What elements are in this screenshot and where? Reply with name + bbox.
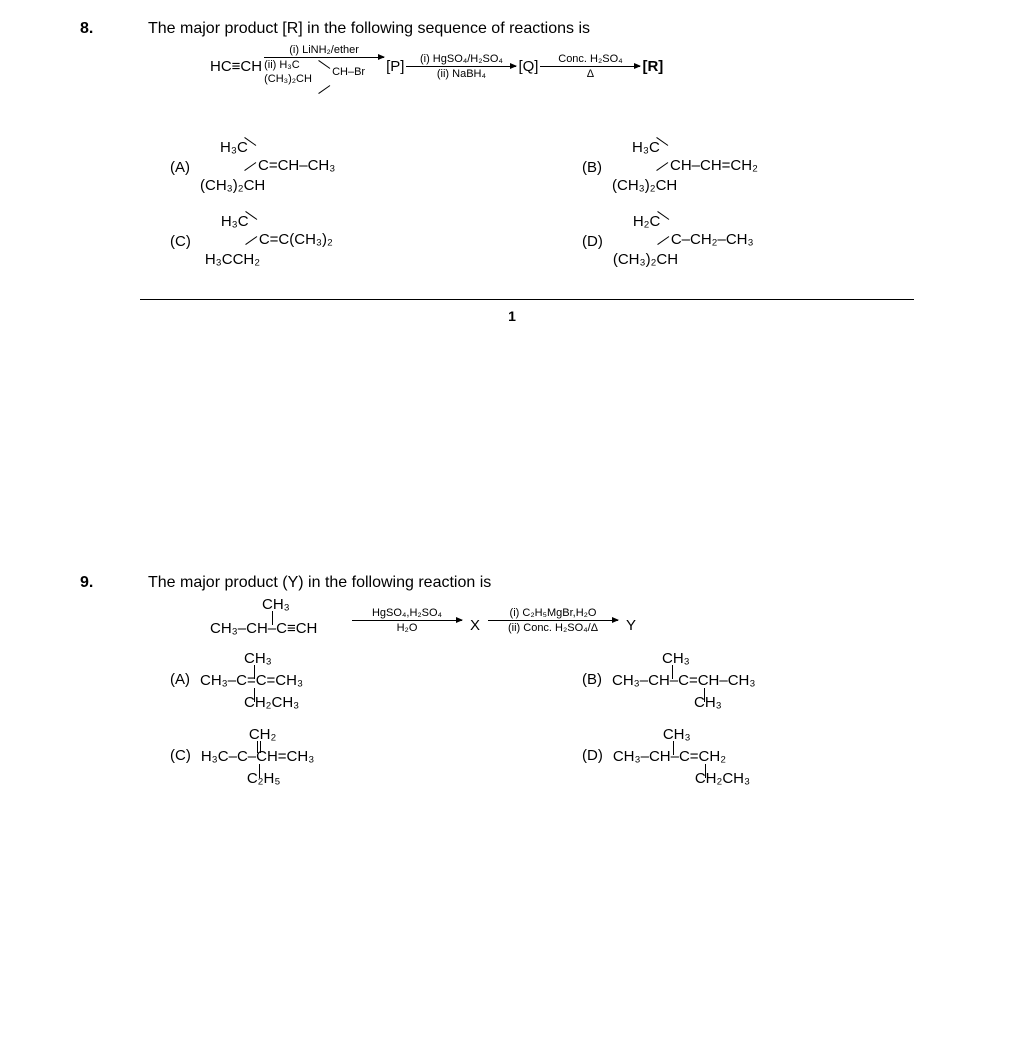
q8-c-struct: H₃C C=C(CH₃)₂ H₃CCH₂: [201, 213, 401, 269]
q8-d-l2: C–CH₂–CH₃: [671, 231, 754, 249]
q8-stem: The major product [R] in the following s…: [148, 20, 954, 38]
q9-a-main: CH₃–C=C=CH₃: [200, 672, 303, 690]
q8-d-l3: (CH₃)₂CH: [613, 251, 678, 269]
q9-step2-bot: (ii) Conc. H₂SO₄/Δ: [508, 622, 598, 634]
q9-option-d: (D) CH₃ CH₃–CH–C=CH₂ CH₂CH₃: [582, 726, 954, 784]
q8-c-l2: C=C(CH₃)₂: [259, 231, 333, 249]
q8-arrow3: Conc. H₂SO₄ Δ: [540, 53, 640, 80]
q9-c-bot: C₂H₅: [247, 770, 281, 788]
arrow-line: [488, 620, 618, 621]
q9-b-struct: CH₃ CH₃–CH–C=CH–CH₃ CH₃: [612, 650, 832, 708]
q9-c-main: H₃C–C–CH=CH₃: [201, 748, 315, 766]
q8-number: 8.: [80, 20, 93, 38]
divider: [140, 299, 914, 300]
bond-angle: [242, 143, 256, 165]
q8-step1-top: (i) LiNH₂/ether: [289, 44, 359, 56]
q8-option-c: (C) H₃C C=C(CH₃)₂ H₃CCH₂: [170, 213, 542, 269]
q9-step2-top: (i) C₂H₅MgBr,H₂O: [510, 607, 597, 619]
q9-d-struct: CH₃ CH₃–CH–C=CH₂ CH₂CH₃: [613, 726, 813, 784]
q9-d-label: (D): [582, 747, 603, 764]
q9-b-top: CH₃: [662, 650, 690, 668]
q8-R: [R]: [642, 58, 663, 75]
q8-step1-bot-tail: CH–Br: [332, 66, 365, 78]
question-8: 8. The major product [R] in the followin…: [70, 20, 954, 324]
q8-arrow2: (i) HgSO₄/H₂SO₄ (ii) NaBH₄: [406, 53, 516, 80]
q9-a-struct: CH₃ CH₃–C=C=CH₃ CH₂CH₃: [200, 650, 400, 708]
arrow-line: [540, 66, 640, 67]
q8-option-a: (A) H₃C C=CH–CH₃ (CH₃)₂CH: [170, 139, 542, 195]
q8-c-label: (C): [170, 233, 191, 250]
q9-option-a: (A) CH₃ CH₃–C=C=CH₃ CH₂CH₃: [170, 650, 542, 708]
q8-step3-bot: Δ: [587, 68, 594, 80]
q9-d-bot: CH₂CH₃: [695, 770, 750, 788]
q9-option-b: (B) CH₃ CH₃–CH–C=CH–CH₃ CH₃: [582, 650, 954, 708]
q9-b-main: CH₃–CH–C=CH–CH₃: [612, 672, 756, 690]
q9-c-label: (C): [170, 747, 191, 764]
q9-start: CH₃ CH₃–CH–C≡CH: [210, 596, 350, 636]
q9-Y: Y: [626, 617, 636, 634]
q8-Q: [Q]: [518, 58, 538, 75]
q9-start-top: CH₃: [262, 596, 290, 614]
spacer: [70, 324, 954, 574]
q9-arrow2: (i) C₂H₅MgBr,H₂O (ii) Conc. H₂SO₄/Δ: [488, 607, 618, 634]
bond-angle: [243, 217, 257, 239]
q8-step2-top: (i) HgSO₄/H₂SO₄: [420, 53, 503, 65]
q8-option-b: (B) H₃C CH–CH=CH₂ (CH₃)₂CH: [582, 139, 954, 195]
q9-a-label: (A): [170, 671, 190, 688]
q9-stem: The major product (Y) in the following r…: [148, 574, 954, 592]
q9-b-bot: CH₃: [694, 694, 722, 712]
q8-d-label: (D): [582, 233, 603, 250]
q8-P: [P]: [386, 58, 404, 75]
q9-reaction: CH₃ CH₃–CH–C≡CH HgSO₄,H₂SO₄ H₂O X (i) C₂…: [210, 596, 954, 636]
bond-angle: [316, 66, 330, 88]
question-9: 9. The major product (Y) in the followin…: [70, 574, 954, 784]
q8-c-l3: H₃CCH₂: [205, 251, 260, 269]
page: 8. The major product [R] in the followin…: [0, 0, 1024, 1050]
q8-d-struct: H₂C C–CH₂–CH₃ (CH₃)₂CH: [613, 213, 813, 269]
q8-step1-bot: (ii) H₃C (CH₃)₂CH CH–Br: [264, 59, 384, 89]
q9-c-top: CH₂: [249, 726, 277, 744]
arrow-line: [406, 66, 516, 67]
arrow-line: [264, 57, 384, 58]
q9-c-struct: CH₂ H₃C–C–CH=CH₃ C₂H₅: [201, 726, 401, 784]
q9-X: X: [470, 617, 480, 634]
q8-a-l2: C=CH–CH₃: [258, 157, 335, 175]
q8-option-d: (D) H₂C C–CH₂–CH₃ (CH₃)₂CH: [582, 213, 954, 269]
q8-step3-top: Conc. H₂SO₄: [558, 53, 622, 65]
q9-number: 9.: [80, 574, 93, 592]
q8-arrow1: (i) LiNH₂/ether (ii) H₃C (CH₃)₂CH CH–Br: [264, 44, 384, 89]
q8-start: HC≡CH: [210, 58, 262, 75]
q8-a-label: (A): [170, 159, 190, 176]
q9-step1-top: HgSO₄,H₂SO₄: [372, 607, 442, 619]
q8-step1-bot-l2: (CH₃)₂CH: [264, 73, 312, 85]
q8-a-l3: (CH₃)₂CH: [200, 177, 265, 195]
q9-b-label: (B): [582, 671, 602, 688]
bond-angle: [654, 143, 668, 165]
q8-b-l2: CH–CH=CH₂: [670, 157, 758, 175]
arrow-line: [352, 620, 462, 621]
q8-b-label: (B): [582, 159, 602, 176]
q9-option-c: (C) CH₂ H₃C–C–CH=CH₃ C₂H₅: [170, 726, 542, 784]
q9-step1-bot: H₂O: [397, 622, 418, 634]
q8-b-l3: (CH₃)₂CH: [612, 177, 677, 195]
q9-arrow1: HgSO₄,H₂SO₄ H₂O: [352, 607, 462, 634]
q9-start-main: CH₃–CH–C≡CH: [210, 620, 317, 638]
q8-step1-bot-l1: (ii) H₃C: [264, 59, 300, 71]
q8-step2-bot: (ii) NaBH₄: [437, 68, 486, 80]
q9-options: (A) CH₃ CH₃–C=C=CH₃ CH₂CH₃ (B) CH₃ CH₃–C…: [170, 650, 954, 784]
q9-a-bot: CH₂CH₃: [244, 694, 299, 712]
q9-d-top: CH₃: [663, 726, 691, 744]
q8-b-struct: H₃C CH–CH=CH₂ (CH₃)₂CH: [612, 139, 812, 195]
q8-a-struct: H₃C C=CH–CH₃ (CH₃)₂CH: [200, 139, 400, 195]
q9-d-main: CH₃–CH–C=CH₂: [613, 748, 726, 766]
q9-a-top: CH₃: [244, 650, 272, 668]
q8-options: (A) H₃C C=CH–CH₃ (CH₃)₂CH (B) H₃C CH–CH=…: [170, 139, 954, 269]
bond-angle: [655, 217, 669, 239]
q8-reaction: HC≡CH (i) LiNH₂/ether (ii) H₃C (CH₃)₂CH …: [210, 44, 954, 89]
